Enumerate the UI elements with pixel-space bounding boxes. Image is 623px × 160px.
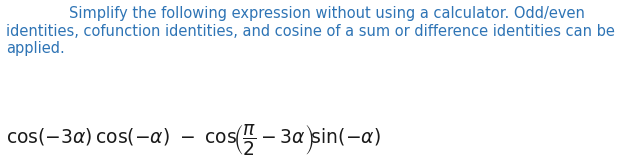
Text: $\mathrm{cos}(-3\alpha)\,\mathrm{cos}(-\alpha)\ -\ \mathrm{cos}\!\left(\dfrac{\p: $\mathrm{cos}(-3\alpha)\,\mathrm{cos}(-\… <box>6 122 381 157</box>
Text: Simplify the following expression without using a calculator. Odd/even: Simplify the following expression withou… <box>69 6 584 21</box>
Text: applied.: applied. <box>6 41 65 56</box>
Text: identities, cofunction identities, and cosine of a sum or difference identities : identities, cofunction identities, and c… <box>6 24 615 39</box>
